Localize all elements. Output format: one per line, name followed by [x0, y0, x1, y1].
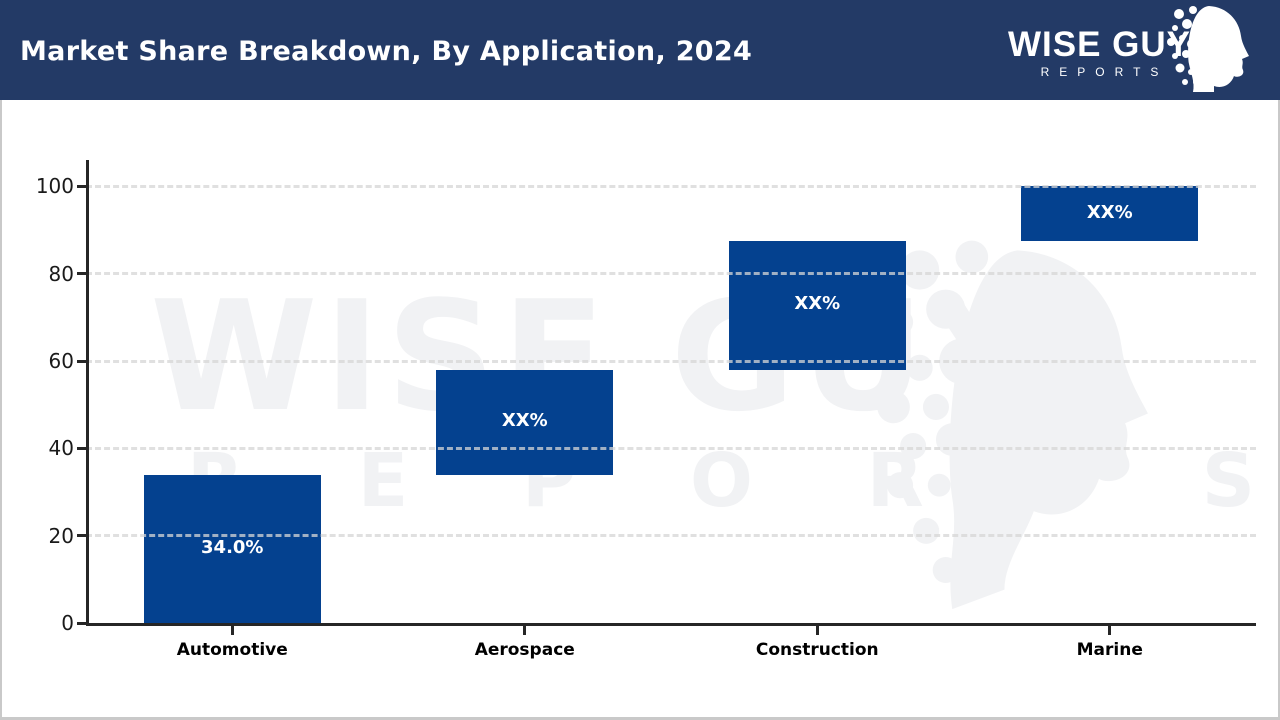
logo-subtitle: REPORTS [1040, 64, 1169, 79]
bar-aerospace [436, 369, 614, 475]
y-tick-label-20: 20 [48, 523, 74, 548]
bar-value-label-automotive: 34.0% [201, 536, 264, 558]
x-tick-automotive [230, 626, 234, 635]
gridline-80 [86, 272, 1256, 276]
y-tick-label-60: 60 [48, 349, 74, 374]
y-tick-label-80: 80 [48, 261, 74, 286]
x-tick-label-automotive: Automotive [176, 640, 288, 660]
y-axis-spine [86, 160, 89, 626]
bar-automotive [143, 474, 321, 623]
bar-construction [728, 240, 906, 370]
y-tick-80 [77, 272, 86, 276]
x-tick-label-construction: Construction [755, 640, 879, 660]
bar-marine [1021, 186, 1199, 241]
x-tick-marine [1108, 626, 1112, 635]
dotted-head-icon [1167, 6, 1250, 92]
x-axis-spine [86, 623, 1256, 626]
gridline-60 [86, 359, 1256, 363]
gridline-40 [86, 446, 1256, 450]
wise-guy-reports-logo: WISE GUY REPORTS [1008, 6, 1270, 96]
y-tick-20 [77, 534, 86, 538]
x-tick-label-aerospace: Aerospace [474, 640, 575, 660]
y-tick-0 [77, 621, 86, 625]
x-tick-construction [815, 626, 819, 635]
x-tick-label-marine: Marine [1076, 640, 1143, 660]
gridline-100 [86, 184, 1256, 188]
y-tick-label-100: 100 [35, 174, 74, 199]
y-tick-label-40: 40 [48, 436, 74, 461]
bar-value-label-marine: XX% [1086, 201, 1133, 223]
watermark-head-icon [877, 240, 1148, 610]
x-tick-aerospace [523, 626, 527, 635]
bar-value-label-construction: XX% [794, 293, 841, 315]
header-band: Market Share Breakdown, By Application, … [0, 0, 1280, 100]
y-tick-100 [77, 184, 86, 188]
y-tick-label-0: 0 [61, 611, 74, 635]
logo-wordmark: WISE GUY [1008, 24, 1192, 64]
y-tick-60 [77, 359, 86, 363]
gridline-20 [86, 534, 1256, 538]
chart-canvas: WISE GUY R E P O R T S 0 20 40 60 80 100 34.0%… [0, 100, 1280, 720]
logo-text: WISE GUY REPORTS [1008, 24, 1192, 79]
chart-title: Market Share Breakdown, By Application, … [20, 36, 753, 67]
bar-value-label-aerospace: XX% [501, 410, 548, 432]
y-tick-40 [77, 446, 86, 450]
